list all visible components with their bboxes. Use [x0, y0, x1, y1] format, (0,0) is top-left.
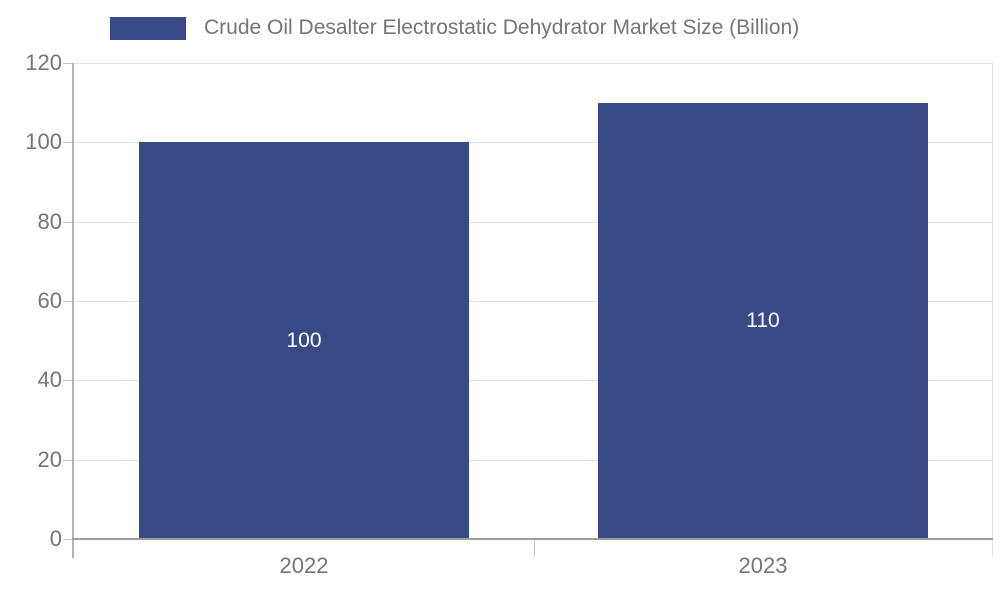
gridline [74, 142, 993, 143]
gridline [74, 301, 993, 302]
x-axis-line [72, 538, 993, 540]
x-tick-label: 2022 [279, 553, 329, 578]
legend-label: Crude Oil Desalter Electrostatic Dehydra… [204, 16, 800, 39]
plot-right-border [992, 63, 993, 557]
y-tick-label: 120 [25, 50, 62, 75]
bar-2022[interactable] [139, 142, 469, 539]
gridline [74, 63, 993, 64]
y-tick-label: 100 [25, 129, 62, 154]
x-tick-label: 2023 [738, 553, 788, 578]
y-axis-line [72, 63, 74, 558]
gridline [74, 380, 993, 381]
y-tick-label: 0 [49, 526, 62, 551]
bar-value-label: 100 [286, 329, 322, 352]
bar-value-label: 110 [746, 309, 780, 332]
y-tick-mark [63, 380, 74, 381]
y-tick-label: 40 [37, 367, 62, 392]
gridline [74, 222, 993, 223]
y-tick-mark [63, 142, 74, 143]
legend-swatch [110, 16, 186, 40]
y-tick-label: 60 [37, 288, 62, 313]
gridline [74, 460, 993, 461]
y-tick-mark [63, 222, 74, 223]
y-tick-label: 20 [37, 447, 62, 472]
y-tick-mark [63, 63, 74, 64]
x-tick-mark [534, 540, 535, 557]
y-tick-mark [63, 460, 74, 461]
legend[interactable]: Crude Oil Desalter Electrostatic Dehydra… [110, 16, 799, 40]
y-tick-mark [63, 301, 74, 302]
bar-2023[interactable] [598, 103, 928, 539]
y-tick-mark [63, 539, 74, 540]
y-tick-label: 80 [37, 209, 62, 234]
